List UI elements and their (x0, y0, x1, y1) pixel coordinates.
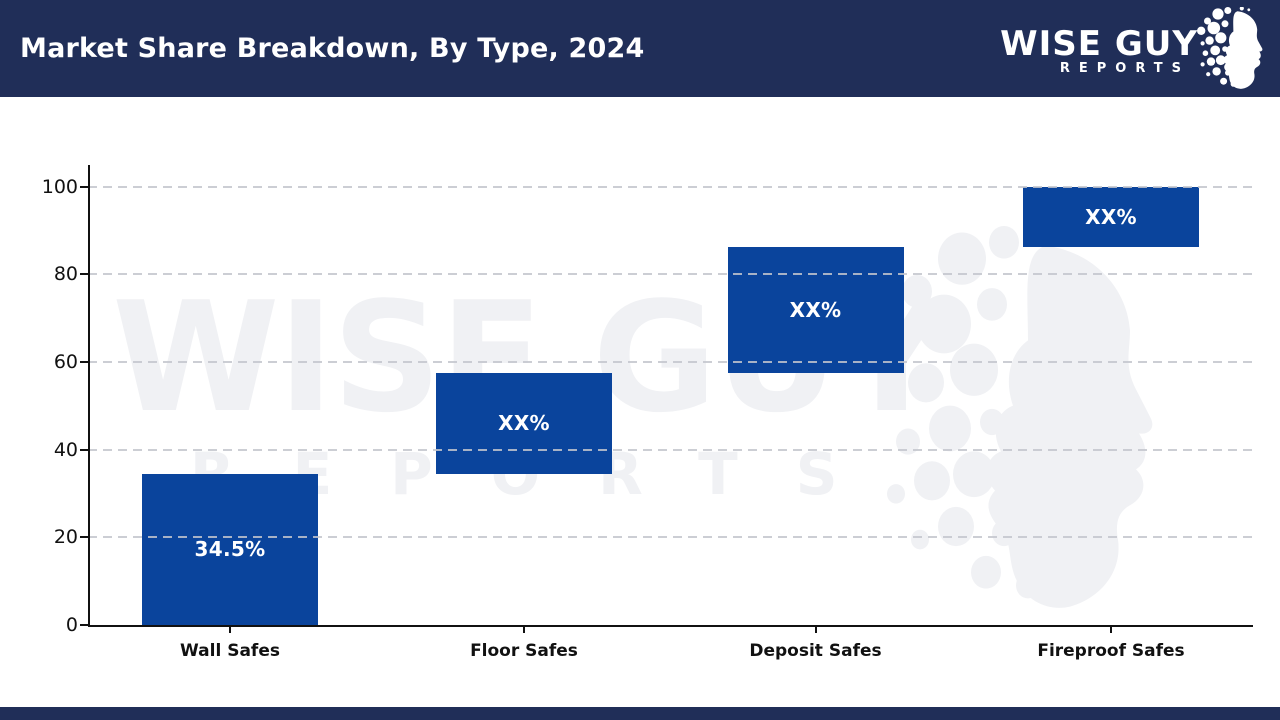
logo-subtext: REPORTS (1059, 61, 1190, 76)
gridline (88, 361, 1253, 364)
x-category-label: Deposit Safes (749, 641, 882, 661)
x-tick-mark (523, 625, 525, 633)
x-axis-spine (88, 625, 1253, 627)
bar-value-label: XX% (789, 297, 842, 322)
bar: XX% (1023, 186, 1199, 247)
watermark-head-icon (872, 226, 1153, 608)
header-bar: Market Share Breakdown, By Type, 2024 WI… (0, 0, 1280, 97)
gridline (88, 273, 1253, 276)
logo-head-icon (1197, 7, 1263, 89)
bar-value-label: 34.5% (194, 537, 266, 562)
x-category-label: Fireproof Safes (1037, 641, 1185, 661)
x-tick-mark (229, 625, 231, 633)
y-tick-label: 60 (53, 351, 78, 374)
gridline (88, 185, 1253, 188)
x-category-label: Floor Safes (470, 641, 578, 661)
y-tick-label: 0 (65, 614, 78, 636)
y-tick-label: 80 (53, 263, 78, 286)
x-tick-mark (814, 625, 817, 633)
y-tick-mark (80, 273, 88, 276)
y-tick-label: 20 (53, 526, 78, 549)
logo: WISE GUY REPORTS (1000, 0, 1270, 97)
chart-title: Market Share Breakdown, By Type, 2024 (20, 33, 645, 64)
y-tick-mark (80, 361, 88, 364)
x-tick-mark (1110, 625, 1112, 633)
x-category-label: Wall Safes (180, 641, 280, 661)
y-tick-mark (80, 185, 88, 188)
bar: XX% (436, 372, 612, 474)
y-tick-mark (80, 536, 88, 539)
y-tick-mark (80, 624, 88, 626)
y-tick-mark (80, 448, 88, 451)
y-tick-label: 100 (41, 175, 78, 198)
bar-value-label: XX% (498, 411, 550, 436)
y-tick-label: 40 (53, 438, 78, 461)
bar: XX% (727, 246, 904, 373)
logo-wordmark: WISE GUY (1000, 24, 1198, 64)
gridline (88, 448, 1253, 451)
gridline (88, 536, 1253, 539)
bar-value-label: XX% (1085, 204, 1137, 229)
bar: 34.5% (142, 473, 318, 625)
footer-bar (0, 707, 1280, 720)
y-axis-spine (88, 165, 90, 627)
